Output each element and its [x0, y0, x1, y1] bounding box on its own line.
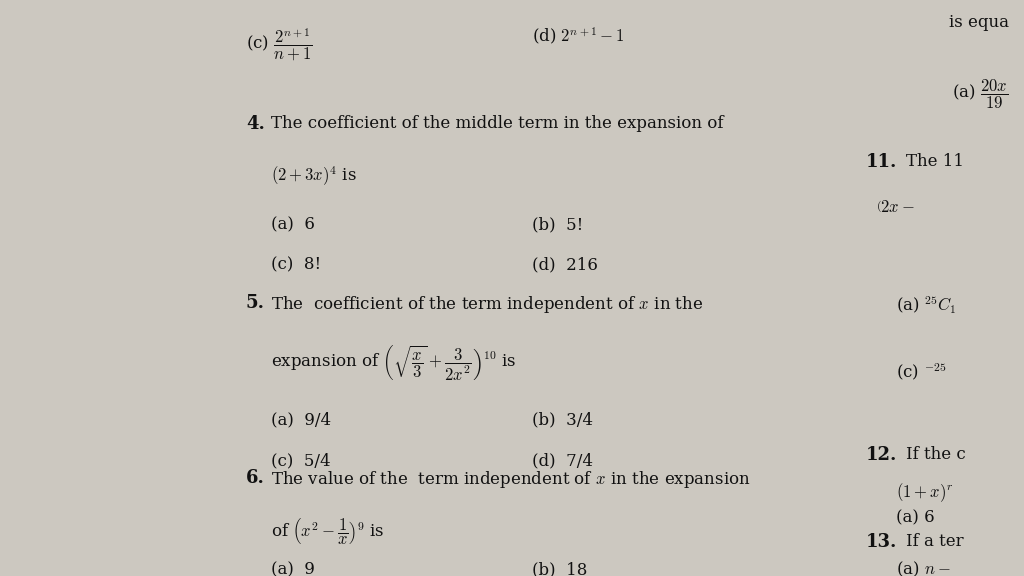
Text: (a)  9: (a) 9 [271, 562, 315, 576]
Text: 11.: 11. [865, 153, 897, 170]
Text: (b)  18: (b) 18 [532, 562, 588, 576]
Text: (a) $^{25}C_1$: (a) $^{25}C_1$ [896, 294, 956, 316]
Text: expansion of $\left(\sqrt{\dfrac{x}{3}}+\dfrac{3}{2x^2}\right)^{10}$ is: expansion of $\left(\sqrt{\dfrac{x}{3}}+… [271, 343, 517, 382]
Text: (a)  6: (a) 6 [271, 216, 315, 233]
Text: (a) $n-$: (a) $n-$ [896, 560, 950, 576]
Text: (a) 6: (a) 6 [896, 510, 935, 527]
Text: is equa: is equa [948, 14, 1009, 32]
Text: (a) $\dfrac{20x}{19}$: (a) $\dfrac{20x}{19}$ [952, 78, 1009, 111]
Text: $(1+x)^r$: $(1+x)^r$ [896, 481, 953, 503]
Text: 6.: 6. [246, 469, 264, 487]
Text: 5.: 5. [246, 294, 265, 312]
Text: (b)  5!: (b) 5! [532, 216, 584, 233]
Text: If a ter: If a ter [906, 533, 964, 550]
Text: (c)  8!: (c) 8! [271, 256, 322, 274]
Text: 12.: 12. [865, 446, 897, 464]
Text: $\left(2x-\right.$: $\left(2x-\right.$ [876, 199, 914, 216]
Text: (c) $\dfrac{2^{n+1}}{n+1}$: (c) $\dfrac{2^{n+1}}{n+1}$ [246, 26, 312, 63]
Text: (d) $2^{n+1}-1$: (d) $2^{n+1}-1$ [532, 26, 626, 47]
Text: The  coefficient of the term independent of $x$ in the: The coefficient of the term independent … [271, 294, 703, 314]
Text: (c)  5/4: (c) 5/4 [271, 452, 331, 469]
Text: (d)  216: (d) 216 [532, 256, 598, 274]
Text: 4.: 4. [246, 115, 264, 133]
Text: (b)  3/4: (b) 3/4 [532, 412, 594, 429]
Text: (a)  9/4: (a) 9/4 [271, 412, 332, 429]
Text: $(2+3x)^4$ is: $(2+3x)^4$ is [271, 164, 357, 188]
Text: The value of the  term independent of $x$ in the expansion: The value of the term independent of $x$… [271, 469, 751, 490]
Text: The 11: The 11 [906, 153, 965, 170]
Text: (c) $^{-25}$: (c) $^{-25}$ [896, 360, 946, 382]
Text: 13.: 13. [865, 533, 897, 551]
Text: of $\left(x^2-\dfrac{1}{x}\right)^9$ is: of $\left(x^2-\dfrac{1}{x}\right)^9$ is [271, 516, 385, 545]
Text: (d)  7/4: (d) 7/4 [532, 452, 594, 469]
Text: The coefficient of the middle term in the expansion of: The coefficient of the middle term in th… [271, 115, 724, 132]
Text: If the c: If the c [906, 446, 966, 464]
